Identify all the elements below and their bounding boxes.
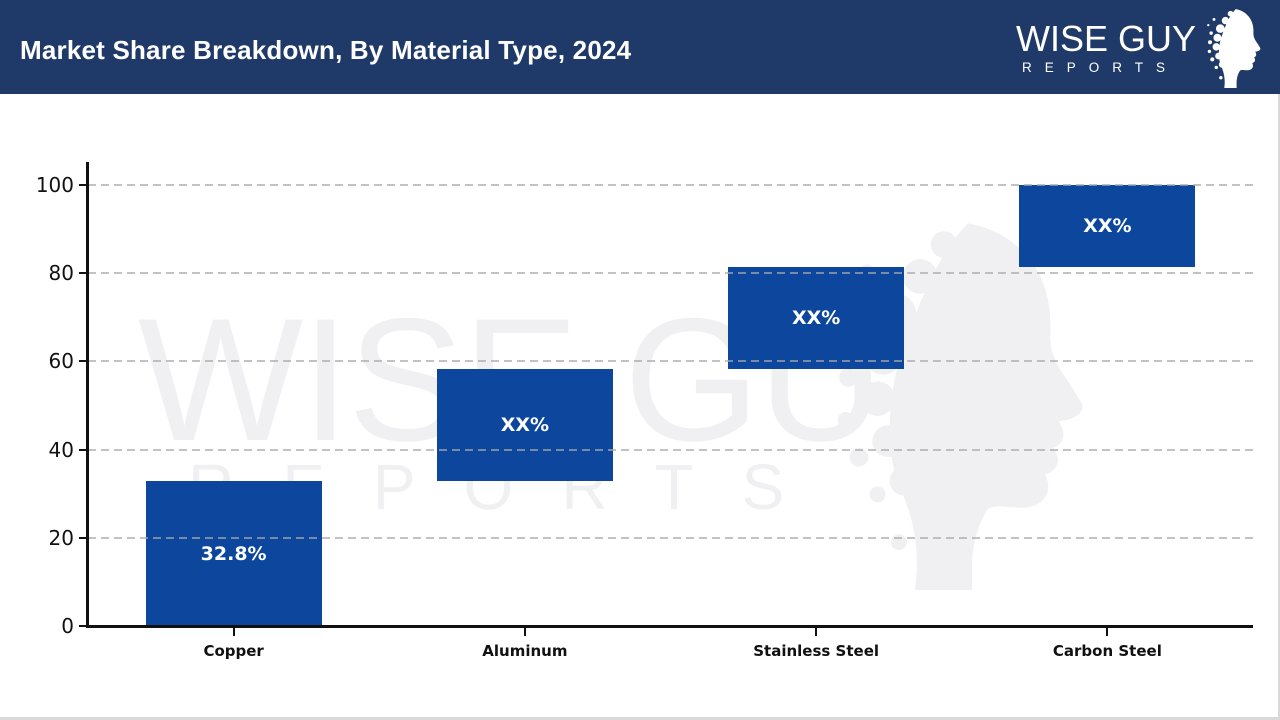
y-tick-label: 60 [48, 349, 74, 374]
bar-value-label: XX% [791, 307, 841, 330]
bar-segment [145, 481, 322, 626]
y-tick-label: 80 [48, 261, 74, 286]
x-tick-mark [232, 628, 235, 636]
bar-segment [1019, 185, 1196, 268]
y-tick-mark [79, 536, 87, 539]
header-bar: Market Share Breakdown, By Material Type… [0, 0, 1280, 94]
bar-value-label: XX% [500, 414, 550, 437]
logo-head-icon [1207, 9, 1261, 88]
x-category-label: Stainless Steel [753, 642, 880, 660]
y-axis-line [86, 162, 89, 628]
y-tick-label: 100 [35, 173, 74, 197]
wiseguy-logo: WISE GUY REPORTS [1016, 8, 1266, 88]
x-category-label: Carbon Steel [1052, 642, 1162, 660]
bar-segment [728, 267, 905, 370]
y-tick-mark [79, 625, 87, 627]
gridline [88, 184, 1253, 186]
x-category-label: Aluminum [482, 642, 568, 660]
y-tick-label: 20 [48, 525, 74, 550]
y-tick-label: 40 [48, 437, 74, 462]
chart-title: Market Share Breakdown, By Material Type… [20, 34, 632, 65]
logo-wordmark: WISE GUY [1015, 18, 1196, 59]
y-tick-mark [79, 360, 87, 363]
gridline [88, 360, 1253, 363]
bar-value-label: 32.8% [200, 542, 267, 565]
bar-value-label: XX% [1083, 215, 1132, 237]
y-tick-mark [79, 448, 87, 451]
x-category-label: Copper [203, 642, 264, 660]
y-tick-mark [79, 184, 87, 186]
x-axis-line [86, 625, 1253, 628]
x-tick-mark [523, 628, 526, 636]
gridline [88, 272, 1253, 275]
bar-segment [436, 369, 613, 482]
logo-text: WISE GUY REPORTS [1015, 18, 1196, 76]
y-tick-label: 0 [61, 614, 74, 638]
x-tick-mark [815, 628, 818, 636]
gridline [88, 448, 1253, 451]
page-right-edge [1278, 94, 1280, 720]
logo-subtext: REPORTS [1021, 60, 1178, 75]
x-tick-mark [1106, 628, 1109, 636]
y-tick-mark [79, 272, 87, 275]
page-bottom-edge [0, 717, 1280, 720]
gridline [88, 536, 1253, 539]
